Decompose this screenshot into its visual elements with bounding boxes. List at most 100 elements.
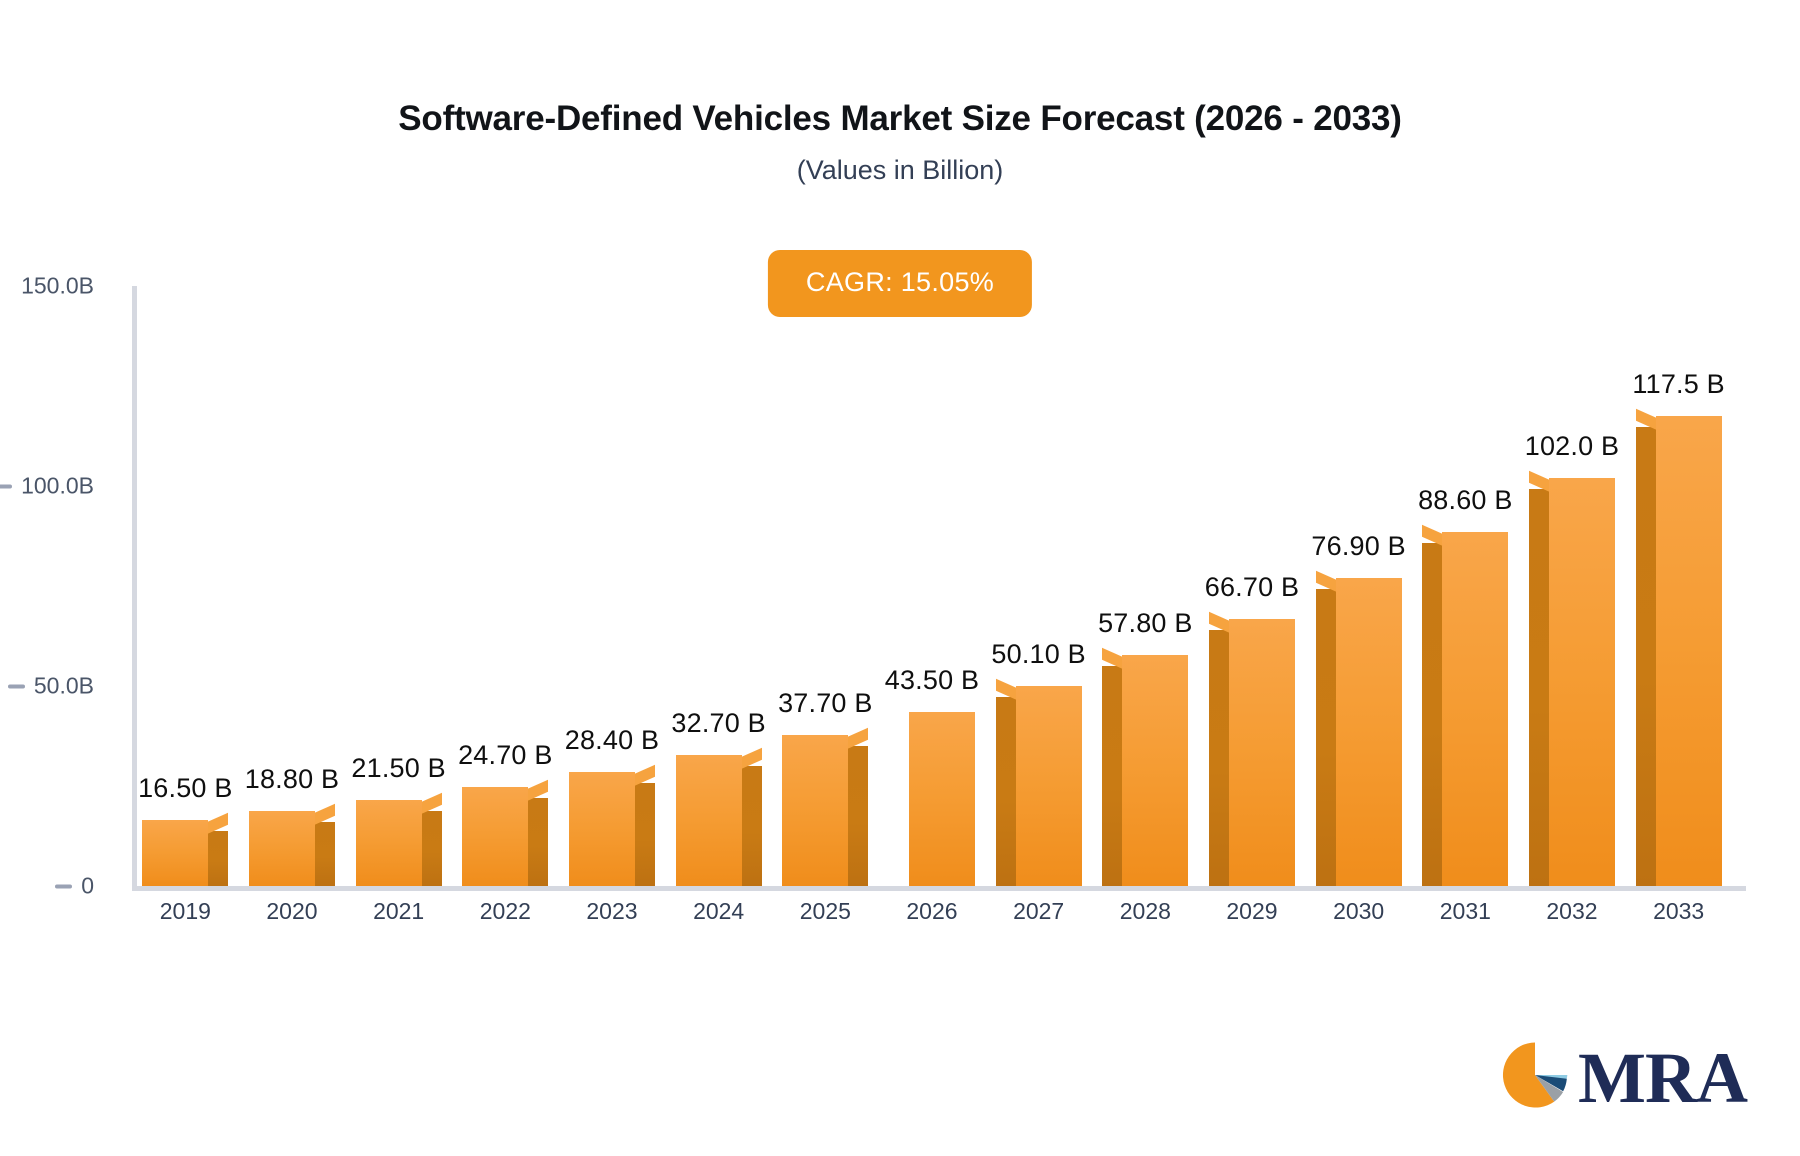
bar-group[interactable]: 24.70 B: [452, 286, 559, 886]
bar-front-face: [462, 787, 529, 886]
cagr-badge: CAGR: 15.05%: [767, 250, 1033, 317]
bar-3d[interactable]: 37.70 B: [772, 286, 879, 886]
x-tick-label: 2026: [906, 898, 958, 924]
y-tick-mark: [7, 684, 25, 688]
bar-front-face: [1548, 478, 1615, 886]
bar-side-face: [1208, 630, 1229, 886]
bar-3d[interactable]: 16.50 B: [132, 286, 239, 886]
bar-front-face: [1335, 578, 1402, 886]
bar-value-label: 21.50 B: [351, 753, 446, 783]
x-axis-line: [132, 886, 1746, 891]
bar-front-face: [675, 755, 742, 886]
y-tick-mark: [55, 884, 73, 888]
bar-3d[interactable]: 32.70 B: [665, 286, 772, 886]
bar-3d[interactable]: 28.40 B: [559, 286, 666, 886]
bar-group[interactable]: 57.80 B: [1092, 286, 1199, 886]
x-tick-label: 2021: [373, 898, 425, 924]
bar-value-label: 88.60 B: [1418, 484, 1513, 515]
bar-group[interactable]: 16.50 B: [132, 286, 239, 886]
bar-value-label: 16.50 B: [138, 773, 233, 803]
y-tick-label: 150.0B: [0, 273, 132, 300]
chart-subtitle: (Values in Billion): [796, 155, 1004, 185]
x-tick-label: 2029: [1226, 898, 1278, 924]
bar-front-face: [568, 772, 635, 886]
chart-title: Software-Defined Vehicles Market Size Fo…: [398, 99, 1402, 138]
bar-group[interactable]: 43.50 B: [879, 286, 986, 886]
bar-3d[interactable]: 102.0 B: [1519, 286, 1626, 886]
bar-group[interactable]: 76.90 B: [1305, 286, 1412, 886]
bar-side-face: [1422, 542, 1443, 886]
bar-3d[interactable]: 50.10 B: [985, 286, 1092, 886]
bar-3d[interactable]: 21.50 B: [345, 286, 452, 886]
y-axis-line: [132, 286, 137, 886]
bar-side-face: [995, 696, 1016, 886]
bar-side-face: [741, 766, 762, 886]
y-tick-label: 0: [55, 873, 132, 900]
bar-group[interactable]: 50.10 B: [985, 286, 1092, 886]
bar-front-face: [782, 735, 849, 886]
x-tick-label: 2020: [266, 898, 318, 924]
x-tick-label: 2023: [586, 898, 638, 924]
logo-wordmark: MRA: [1578, 1037, 1748, 1118]
bar-group[interactable]: 88.60 B: [1412, 286, 1519, 886]
bar-group[interactable]: 66.70 B: [1199, 286, 1306, 886]
title-block: Software-Defined Vehicles Market Size Fo…: [0, 98, 1800, 186]
bar-side-face: [528, 798, 549, 886]
x-tick-label: 2027: [1013, 898, 1065, 924]
bar-3d[interactable]: 66.70 B: [1199, 286, 1306, 886]
x-tick-label: 2024: [693, 898, 745, 924]
y-tick-label: 100.0B: [0, 473, 132, 500]
bar-side-face: [208, 831, 229, 886]
bar-side-face: [421, 811, 442, 886]
bar-group[interactable]: 28.40 B: [559, 286, 666, 886]
bar-group[interactable]: 21.50 B: [345, 286, 452, 886]
x-tick-label: 2030: [1333, 898, 1385, 924]
bar-group[interactable]: 117.5 B: [1625, 286, 1732, 886]
bar-3d[interactable]: 57.80 B: [1092, 286, 1199, 886]
x-tick-label: 2022: [479, 898, 531, 924]
bar-value-label: 37.70 B: [778, 688, 873, 719]
bar-side-face: [1315, 589, 1336, 886]
x-tick-label: 2033: [1653, 898, 1705, 924]
bar-value-label: 18.80 B: [244, 763, 340, 794]
bar-value-label: 66.70 B: [1204, 572, 1300, 603]
bar-front-face: [908, 712, 975, 886]
bar-value-label: 32.70 B: [671, 708, 766, 739]
bar-side-face: [314, 821, 335, 886]
bar-group[interactable]: 32.70 B: [665, 286, 772, 886]
bar-value-label: 24.70 B: [458, 740, 553, 771]
bar-value-label: 57.80 B: [1098, 607, 1193, 638]
bar-3d[interactable]: 43.50 B: [879, 286, 986, 886]
x-tick-label: 2032: [1546, 898, 1598, 924]
bar-value-label: 76.90 B: [1311, 531, 1406, 562]
x-tick-label: 2019: [159, 898, 211, 924]
y-tick-mark: [0, 484, 13, 488]
bar-front-face: [1228, 619, 1295, 886]
bar-front-face: [1655, 416, 1722, 886]
bar-series: 16.50 B 18.80 B 21.50 B 24.70 B 28.40 B 32.70…: [132, 286, 1732, 886]
bar-side-face: [634, 783, 655, 886]
bar-3d[interactable]: 76.90 B: [1305, 286, 1412, 886]
pie-chart-icon: [1498, 1038, 1572, 1117]
bar-front-face: [1015, 685, 1082, 886]
bar-3d[interactable]: 24.70 B: [452, 286, 559, 886]
y-tick-label: 50.0B: [7, 673, 132, 700]
bar-group[interactable]: 37.70 B: [772, 286, 879, 886]
x-tick-label: 2031: [1439, 898, 1491, 924]
bar-side-face: [1635, 427, 1656, 886]
bar-3d[interactable]: 117.5 B: [1625, 286, 1732, 886]
bar-front-face: [248, 810, 315, 886]
bar-group[interactable]: 102.0 B: [1519, 286, 1626, 886]
bar-group[interactable]: 18.80 B: [239, 286, 346, 886]
bar-front-face: [1442, 531, 1509, 886]
bar-3d[interactable]: 18.80 B: [239, 286, 346, 886]
bar-value-label: 50.10 B: [991, 638, 1086, 669]
bar-3d[interactable]: 88.60 B: [1412, 286, 1519, 886]
bar-front-face: [142, 820, 209, 886]
bar-front-face: [355, 800, 422, 886]
bar-side-face: [1102, 665, 1123, 886]
x-tick-label: 2028: [1119, 898, 1171, 924]
bar-value-label: 43.50 B: [884, 665, 980, 695]
bar-value-label: 28.40 B: [564, 725, 660, 756]
